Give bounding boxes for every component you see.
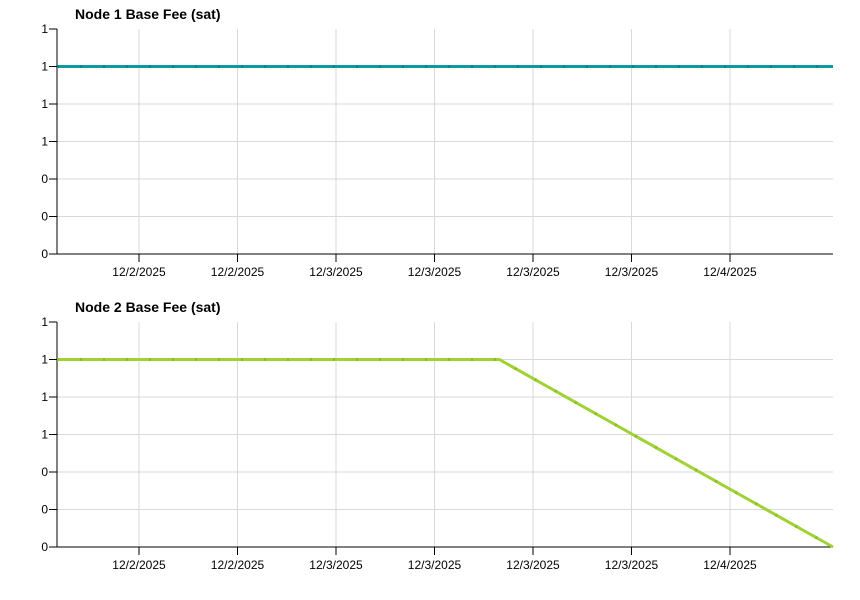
x-tick-label: 12/2/2025 xyxy=(112,265,166,279)
x-tick-label: 12/3/2025 xyxy=(605,265,659,279)
y-tick-label: 1 xyxy=(41,60,48,74)
x-tick-label: 12/3/2025 xyxy=(408,265,462,279)
y-tick-label: 0 xyxy=(41,172,48,186)
series-line xyxy=(57,358,834,549)
x-tick-label: 12/3/2025 xyxy=(309,558,363,572)
line-plot: 1 1 1 1 0 0 0 12/2/2025 12/2/2025 12/3/2025 12/3/2… xyxy=(41,22,833,279)
line-plot: 1 1 1 1 0 0 0 12/2/2025 12/2/2025 12/3/2025 12/3/2… xyxy=(41,315,834,572)
x-tick-label: 12/3/2025 xyxy=(408,558,462,572)
x-tick-label: 12/4/2025 xyxy=(703,265,757,279)
y-tick-label: 0 xyxy=(41,465,48,479)
x-tick-label: 12/3/2025 xyxy=(506,558,560,572)
chart-title: Node 1 Base Fee (sat) xyxy=(75,6,221,22)
y-tick-label: 1 xyxy=(41,97,48,111)
y-tick-label: 1 xyxy=(41,353,48,367)
y-tick-label: 0 xyxy=(41,247,48,261)
x-tick-label: 12/3/2025 xyxy=(309,265,363,279)
y-tick-label: 0 xyxy=(41,540,48,554)
chart-node-2-base-fee: Node 2 Base Fee (sat) 1 1 1 1 0 0 0 12/2/2025 12… xyxy=(0,293,860,600)
x-tick-label: 12/3/2025 xyxy=(506,265,560,279)
chart-node-1-base-fee: Node 1 Base Fee (sat) 1 1 1 1 0 0 0 12/2/2025 12… xyxy=(0,0,860,293)
y-tick-label: 1 xyxy=(41,390,48,404)
x-tick-label: 12/2/2025 xyxy=(211,265,265,279)
y-tick-label: 1 xyxy=(41,22,48,36)
y-tick-label: 1 xyxy=(41,428,48,442)
y-tick-label: 0 xyxy=(41,210,48,224)
y-tick-label: 0 xyxy=(41,503,48,517)
y-tick-label: 1 xyxy=(41,135,48,149)
chart-title: Node 2 Base Fee (sat) xyxy=(75,299,221,315)
series-point-markers xyxy=(57,358,834,549)
x-tick-label: 12/2/2025 xyxy=(112,558,166,572)
x-tick-label: 12/3/2025 xyxy=(605,558,659,572)
y-tick-label: 1 xyxy=(41,315,48,329)
x-tick-label: 12/2/2025 xyxy=(211,558,265,572)
x-tick-label: 12/4/2025 xyxy=(703,558,757,572)
